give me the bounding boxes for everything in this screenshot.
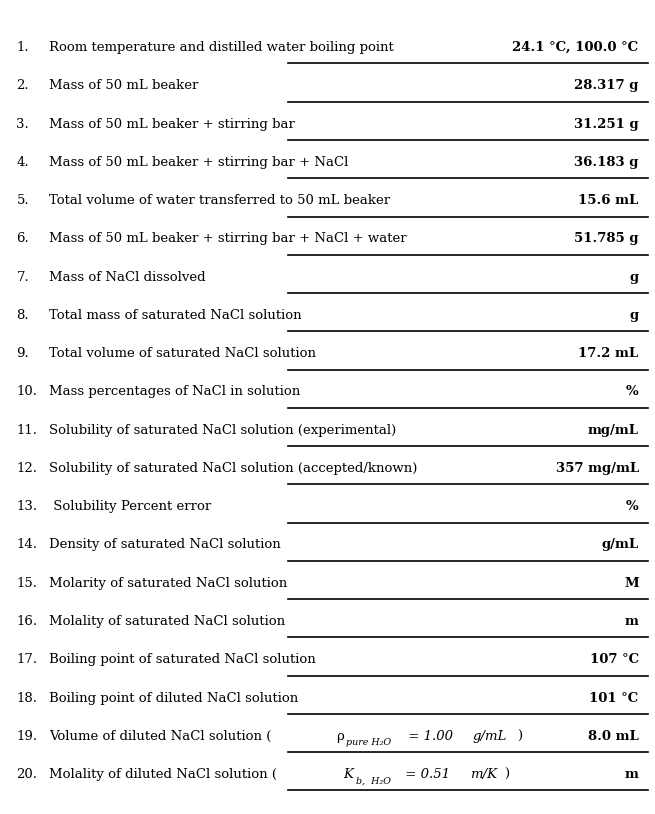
- Text: 19.: 19.: [16, 730, 37, 742]
- Text: Solubility Percent error: Solubility Percent error: [49, 501, 212, 513]
- Text: Mass of 50 mL beaker + stirring bar: Mass of 50 mL beaker + stirring bar: [49, 118, 295, 130]
- Text: b,  H₂O: b, H₂O: [356, 777, 391, 786]
- Text: %: %: [626, 386, 639, 398]
- Text: 13.: 13.: [16, 501, 37, 513]
- Text: %: %: [626, 501, 639, 513]
- Text: 7.: 7.: [16, 271, 29, 283]
- Text: Total volume of saturated NaCl solution: Total volume of saturated NaCl solution: [49, 348, 316, 360]
- Text: 15.6 mL: 15.6 mL: [578, 195, 639, 207]
- Text: ): ): [504, 768, 510, 781]
- Text: Mass of NaCl dissolved: Mass of NaCl dissolved: [49, 271, 206, 283]
- Text: 36.183 g: 36.183 g: [574, 156, 639, 168]
- Text: Mass of 50 mL beaker: Mass of 50 mL beaker: [49, 80, 198, 92]
- Text: 101 °C: 101 °C: [590, 692, 639, 704]
- Text: 17.2 mL: 17.2 mL: [578, 348, 639, 360]
- Text: 2.: 2.: [16, 80, 29, 92]
- Text: 16.: 16.: [16, 615, 37, 628]
- Text: K: K: [343, 768, 353, 781]
- Text: 107 °C: 107 °C: [590, 654, 639, 666]
- Text: m/K: m/K: [470, 768, 496, 781]
- Text: Molarity of saturated NaCl solution: Molarity of saturated NaCl solution: [49, 577, 288, 589]
- Text: 8.0 mL: 8.0 mL: [588, 730, 639, 742]
- Text: 10.: 10.: [16, 386, 37, 398]
- Text: 5.: 5.: [16, 195, 29, 207]
- Text: Molality of diluted NaCl solution (: Molality of diluted NaCl solution (: [49, 768, 277, 781]
- Text: Total volume of water transferred to 50 mL beaker: Total volume of water transferred to 50 …: [49, 195, 390, 207]
- Text: 31.251 g: 31.251 g: [574, 118, 639, 130]
- Text: 9.: 9.: [16, 348, 29, 360]
- Text: 6.: 6.: [16, 233, 29, 245]
- Text: 357 mg/mL: 357 mg/mL: [555, 462, 639, 475]
- Text: 11.: 11.: [16, 424, 37, 436]
- Text: 4.: 4.: [16, 156, 29, 168]
- Text: 28.317 g: 28.317 g: [574, 80, 639, 92]
- Text: ): ): [517, 730, 523, 742]
- Text: Mass percentages of NaCl in solution: Mass percentages of NaCl in solution: [49, 386, 301, 398]
- Text: M: M: [624, 577, 639, 589]
- Text: ρ: ρ: [336, 730, 344, 742]
- Text: Room temperature and distilled water boiling point: Room temperature and distilled water boi…: [49, 42, 394, 54]
- Text: 8.: 8.: [16, 309, 29, 322]
- Text: mg/mL: mg/mL: [588, 424, 639, 436]
- Text: Mass of 50 mL beaker + stirring bar + NaCl + water: Mass of 50 mL beaker + stirring bar + Na…: [49, 233, 407, 245]
- Text: 20.: 20.: [16, 768, 37, 781]
- Text: m: m: [625, 615, 639, 628]
- Text: Density of saturated NaCl solution: Density of saturated NaCl solution: [49, 539, 281, 551]
- Text: Solubility of saturated NaCl solution (accepted/known): Solubility of saturated NaCl solution (a…: [49, 462, 417, 475]
- Text: 3.: 3.: [16, 118, 29, 130]
- Text: Boiling point of diluted NaCl solution: Boiling point of diluted NaCl solution: [49, 692, 299, 704]
- Text: m: m: [625, 768, 639, 781]
- Text: 12.: 12.: [16, 462, 37, 475]
- Text: 24.1 °C, 100.0 °C: 24.1 °C, 100.0 °C: [512, 42, 639, 54]
- Text: pure H₂O: pure H₂O: [346, 738, 391, 747]
- Text: Molality of saturated NaCl solution: Molality of saturated NaCl solution: [49, 615, 285, 628]
- Text: g/mL: g/mL: [601, 539, 639, 551]
- Text: 51.785 g: 51.785 g: [574, 233, 639, 245]
- Text: g: g: [629, 271, 639, 283]
- Text: = 1.00: = 1.00: [404, 730, 458, 742]
- Text: Boiling point of saturated NaCl solution: Boiling point of saturated NaCl solution: [49, 654, 316, 666]
- Text: Mass of 50 mL beaker + stirring bar + NaCl: Mass of 50 mL beaker + stirring bar + Na…: [49, 156, 348, 168]
- Text: Total mass of saturated NaCl solution: Total mass of saturated NaCl solution: [49, 309, 302, 322]
- Text: Solubility of saturated NaCl solution (experimental): Solubility of saturated NaCl solution (e…: [49, 424, 396, 436]
- Text: = 0.51: = 0.51: [401, 768, 455, 781]
- Text: 1.: 1.: [16, 42, 29, 54]
- Text: 18.: 18.: [16, 692, 37, 704]
- Text: g: g: [629, 309, 639, 322]
- Text: 17.: 17.: [16, 654, 37, 666]
- Text: 15.: 15.: [16, 577, 37, 589]
- Text: Volume of diluted NaCl solution (: Volume of diluted NaCl solution (: [49, 730, 272, 742]
- Text: 14.: 14.: [16, 539, 37, 551]
- Text: g/mL: g/mL: [473, 730, 508, 742]
